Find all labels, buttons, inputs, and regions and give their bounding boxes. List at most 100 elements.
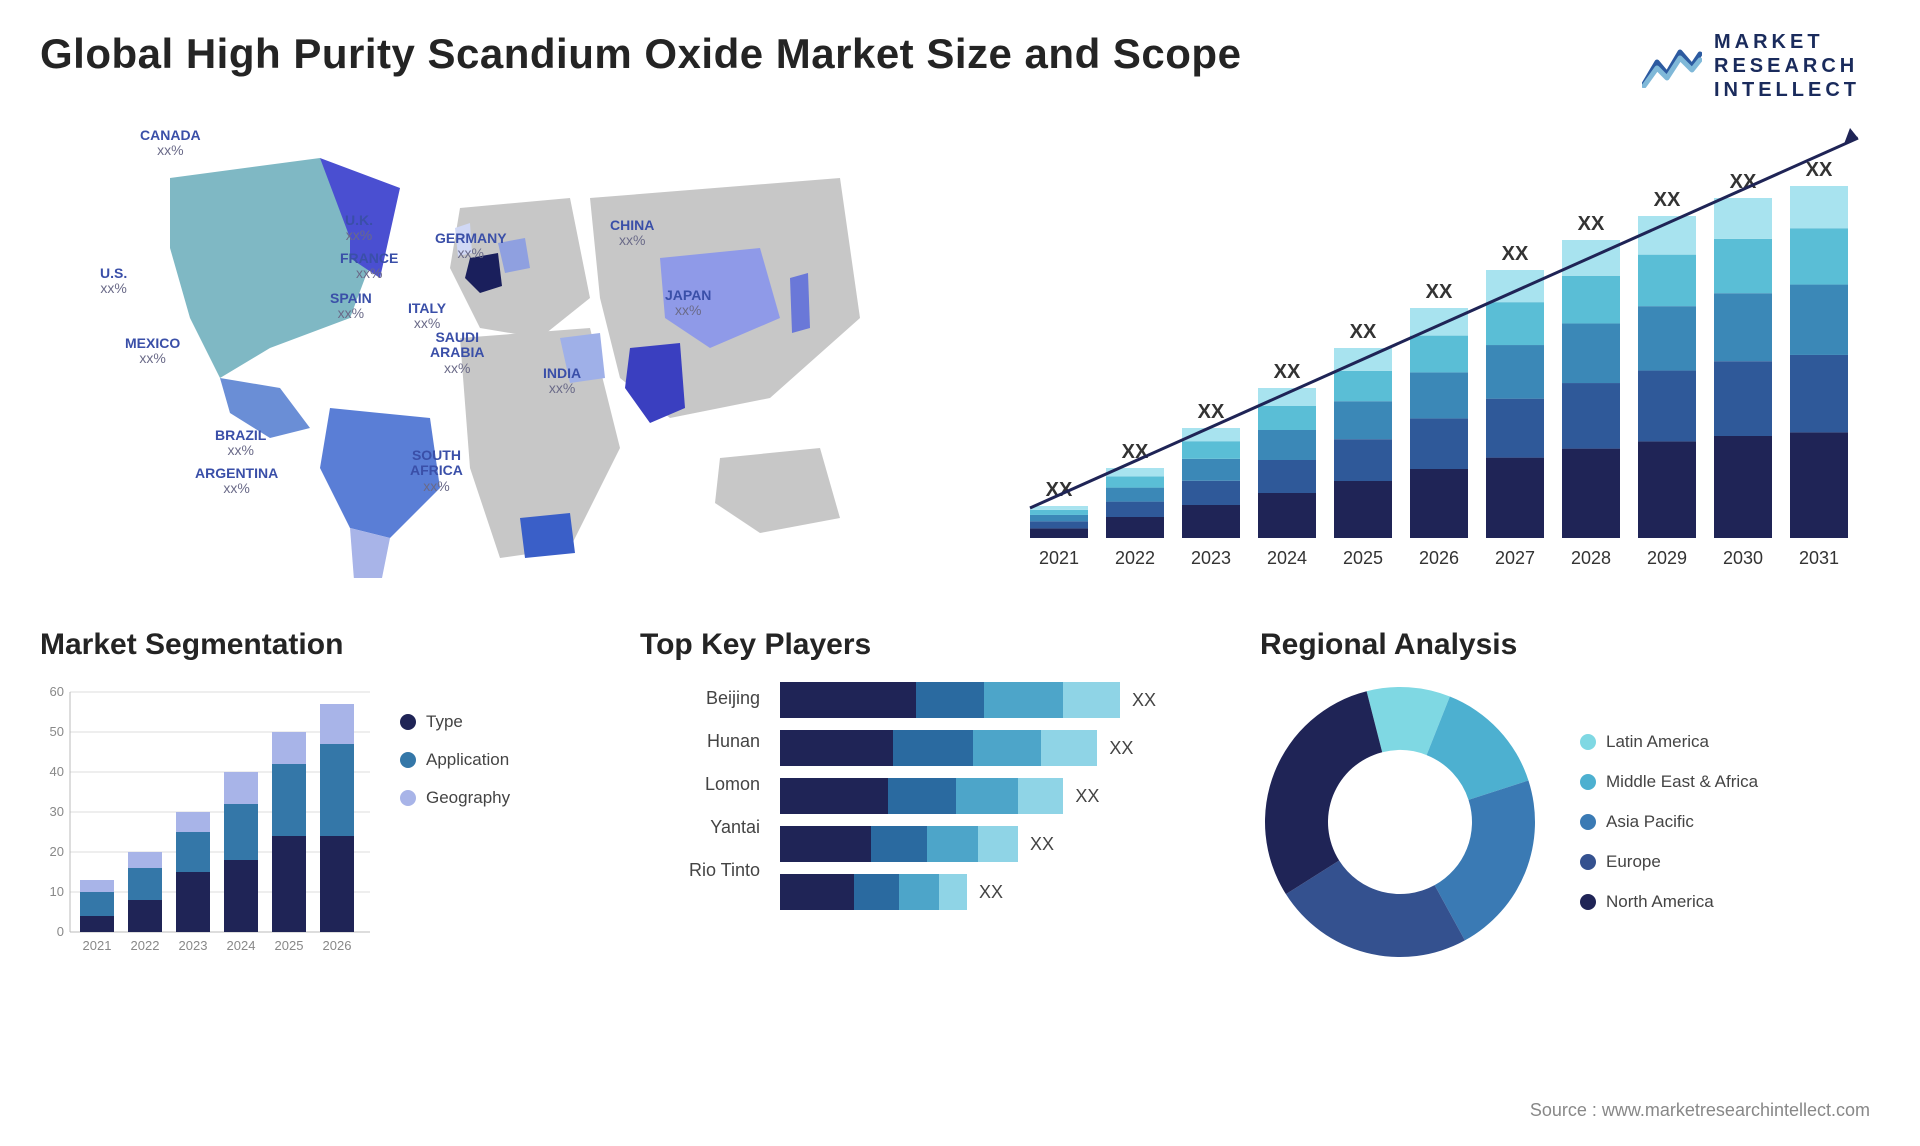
forecast-bar-2031-seg4 — [1790, 186, 1848, 228]
forecast-bar-2021-seg2 — [1030, 515, 1088, 521]
regional-legend-label: North America — [1606, 892, 1714, 912]
player-seg — [1018, 778, 1063, 814]
player-seg — [780, 730, 893, 766]
player-seg — [780, 874, 854, 910]
player-bar — [780, 826, 1018, 862]
forecast-bar-2024-seg1 — [1258, 460, 1316, 493]
segmentation-chart: 0102030405060202120222023202420252026 — [40, 682, 370, 962]
svg-text:2022: 2022 — [131, 938, 160, 953]
forecast-bar-2024-seg0 — [1258, 493, 1316, 538]
regional-title: Regional Analysis — [1260, 628, 1880, 662]
player-bar — [780, 682, 1120, 718]
forecast-barlabel-2026: XX — [1426, 281, 1453, 303]
player-seg — [871, 826, 928, 862]
forecast-bar-2024-seg2 — [1258, 430, 1316, 460]
forecast-bar-2026-seg0 — [1410, 469, 1468, 538]
regional-legend-north-america: North America — [1580, 892, 1758, 912]
regional-legend: Latin AmericaMiddle East & AfricaAsia Pa… — [1580, 732, 1758, 912]
logo-line2: RESEARCH — [1714, 54, 1860, 78]
player-value: XX — [1075, 786, 1099, 807]
forecast-bar-2030-seg4 — [1714, 198, 1772, 239]
player-seg — [978, 826, 1018, 862]
seg-legend-application: Application — [400, 750, 510, 770]
seg-bar-2021-geography — [80, 880, 114, 892]
svg-text:60: 60 — [50, 684, 64, 699]
seg-bar-2026-type — [320, 836, 354, 932]
forecast-bar-2031-seg2 — [1790, 285, 1848, 355]
swatch-icon — [1580, 774, 1596, 790]
forecast-year-2024: 2024 — [1267, 548, 1307, 568]
seg-bar-2025-geography — [272, 732, 306, 764]
segmentation-title: Market Segmentation — [40, 628, 580, 662]
map-india — [625, 343, 685, 423]
player-value: XX — [1030, 834, 1054, 855]
forecast-bar-2022-seg3 — [1106, 476, 1164, 487]
page-title: Global High Purity Scandium Oxide Market… — [40, 30, 1880, 78]
player-value: XX — [1132, 690, 1156, 711]
forecast-bar-2021-seg0 — [1030, 528, 1088, 538]
map-label-argentina: ARGENTINAxx% — [195, 466, 278, 497]
svg-text:40: 40 — [50, 764, 64, 779]
map-label-france: FRANCExx% — [340, 251, 398, 282]
player-seg — [1063, 682, 1120, 718]
map-australia — [715, 448, 840, 533]
svg-text:2023: 2023 — [179, 938, 208, 953]
player-label-rio-tinto: Rio Tinto — [689, 860, 760, 881]
player-label-lomon: Lomon — [705, 774, 760, 795]
swatch-icon — [1580, 894, 1596, 910]
player-seg — [780, 778, 888, 814]
player-bar — [780, 730, 1097, 766]
donut-slice-north-america — [1265, 691, 1382, 894]
player-row-beijing: XX — [780, 682, 1200, 718]
map-label-china: CHINAxx% — [610, 218, 654, 249]
forecast-bar-2027-seg0 — [1486, 458, 1544, 538]
forecast-bar-2028-seg3 — [1562, 276, 1620, 324]
players-title: Top Key Players — [640, 628, 1200, 662]
forecast-barlabel-2025: XX — [1350, 321, 1377, 343]
forecast-year-2025: 2025 — [1343, 548, 1383, 568]
player-seg — [1041, 730, 1098, 766]
map-label-mexico: MEXICOxx% — [125, 336, 180, 367]
regional-donut — [1260, 682, 1540, 962]
map-label-italy: ITALYxx% — [408, 301, 446, 332]
forecast-bar-2022-seg1 — [1106, 502, 1164, 517]
map-label-canada: CANADAxx% — [140, 128, 201, 159]
map-label-germany: GERMANYxx% — [435, 231, 507, 262]
seg-legend-label: Geography — [426, 788, 510, 808]
forecast-bar-2030-seg2 — [1714, 293, 1772, 361]
forecast-bar-2029-seg1 — [1638, 371, 1696, 442]
map-label-japan: JAPANxx% — [665, 288, 711, 319]
forecast-year-2029: 2029 — [1647, 548, 1687, 568]
forecast-bar-2029-seg2 — [1638, 306, 1696, 370]
swatch-icon — [1580, 734, 1596, 750]
seg-bar-2024-application — [224, 804, 258, 860]
player-row-rio-tinto: XX — [780, 874, 1200, 910]
regional-legend-label: Europe — [1606, 852, 1661, 872]
forecast-bar-2021-seg3 — [1030, 510, 1088, 515]
regional-legend-latin-america: Latin America — [1580, 732, 1758, 752]
map-label-india: INDIAxx% — [543, 366, 581, 397]
svg-text:30: 30 — [50, 804, 64, 819]
svg-text:10: 10 — [50, 884, 64, 899]
seg-bar-2023-geography — [176, 812, 210, 832]
forecast-year-2021: 2021 — [1039, 548, 1079, 568]
seg-bar-2022-geography — [128, 852, 162, 868]
forecast-bar-2021-seg1 — [1030, 521, 1088, 528]
swatch-icon — [1580, 814, 1596, 830]
forecast-bar-2025-seg1 — [1334, 439, 1392, 481]
map-label-u-s-: U.S.xx% — [100, 266, 127, 297]
player-row-hunan: XX — [780, 730, 1200, 766]
svg-text:2026: 2026 — [323, 938, 352, 953]
svg-text:2025: 2025 — [275, 938, 304, 953]
forecast-bar-2028-seg2 — [1562, 323, 1620, 383]
forecast-bar-2023-seg0 — [1182, 505, 1240, 538]
forecast-bar-2023-seg2 — [1182, 459, 1240, 481]
forecast-bar-2031-seg1 — [1790, 355, 1848, 432]
player-seg — [854, 874, 899, 910]
forecast-year-2026: 2026 — [1419, 548, 1459, 568]
forecast-bar-2026-seg1 — [1410, 418, 1468, 469]
segmentation-legend: Type Application Geography — [400, 682, 510, 962]
seg-legend-label: Type — [426, 712, 463, 732]
forecast-bar-2025-seg2 — [1334, 401, 1392, 439]
forecast-year-2027: 2027 — [1495, 548, 1535, 568]
